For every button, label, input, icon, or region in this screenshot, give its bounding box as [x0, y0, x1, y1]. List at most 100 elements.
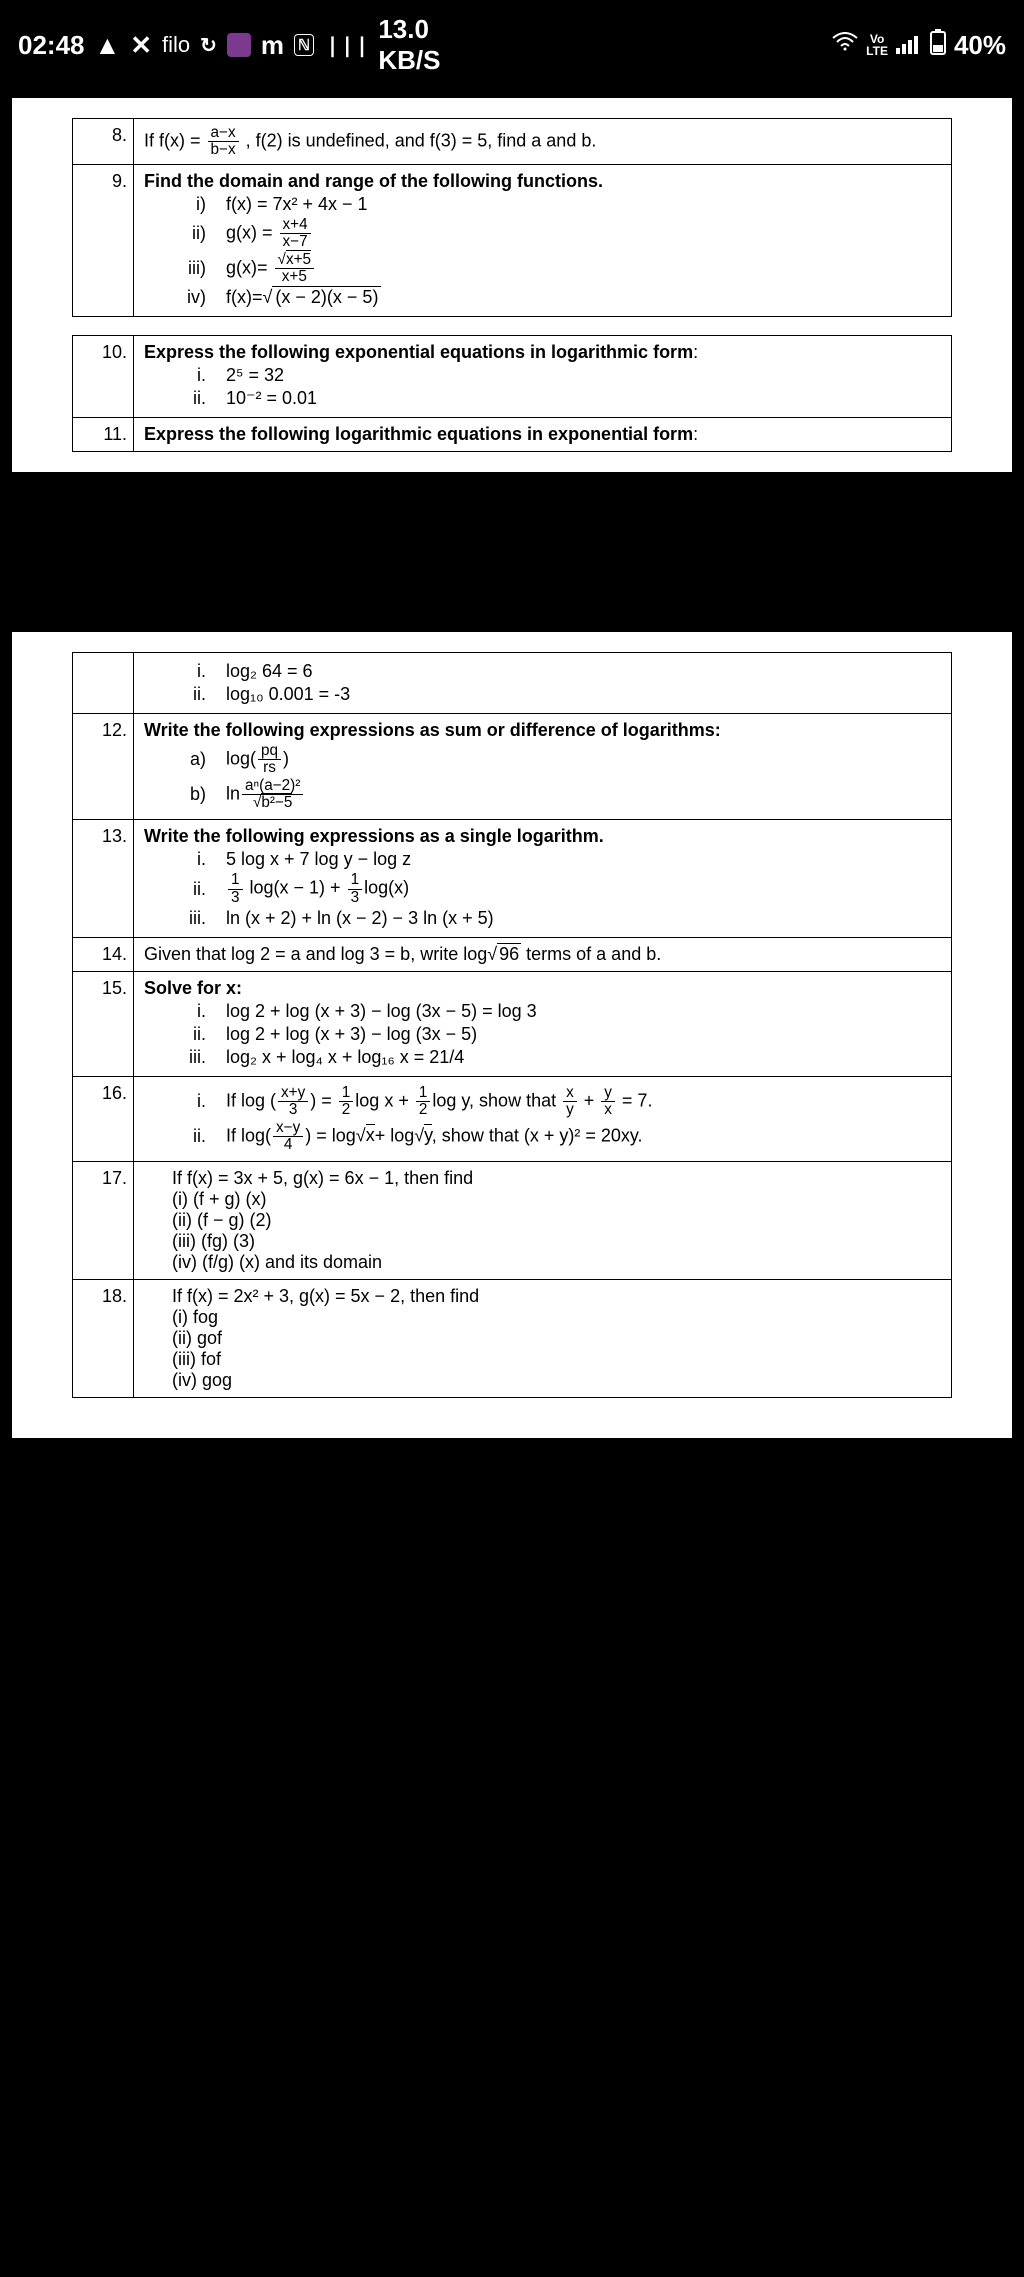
- q10-number: 10.: [73, 336, 134, 418]
- q18-l3: (ii) gof: [172, 1328, 941, 1349]
- worksheet-table-1: 8. If f(x) = a−x b−x , f(2) is undefined…: [72, 118, 952, 317]
- q16-i-end: = 7.: [617, 1090, 653, 1110]
- warning-icon: ▲: [95, 30, 121, 61]
- q16-ii-f1n: x−y: [273, 1120, 303, 1137]
- q9-iii-den: x+5: [275, 269, 315, 285]
- question-15-row: 15. Solve for x: i.log 2 + log (x + 3) −…: [73, 971, 952, 1076]
- q13-number: 13.: [73, 820, 134, 937]
- q18-content: If f(x) = 2x² + 3, g(x) = 5x − 2, then f…: [134, 1279, 952, 1397]
- q13-ii-f2n: 1: [348, 872, 363, 889]
- q17-line1: If f(x) = 3x + 5, g(x) = 6x − 1, then fi…: [172, 1168, 941, 1189]
- net-speed-unit: KB/S: [378, 45, 440, 76]
- q12-b-expr: lnaⁿ(a−2)²√b²−5: [226, 778, 305, 811]
- question-11-row: 11. Express the following logarithmic eq…: [73, 418, 952, 452]
- q9-iii-num-rad: x+5: [286, 250, 311, 268]
- q9-heading: Find the domain and range of the followi…: [144, 171, 941, 192]
- q11-content: Express the following logarithmic equati…: [134, 418, 952, 452]
- q13-ii-f2d: 3: [348, 890, 363, 906]
- q9-ii-den: x−7: [280, 234, 311, 250]
- m-icon: m: [261, 30, 284, 61]
- q17-l5: (iv) (f/g) (x) and its domain: [172, 1252, 941, 1273]
- question-8-row: 8. If f(x) = a−x b−x , f(2) is undefined…: [73, 119, 952, 165]
- q13-ii-lbl: ii.: [172, 879, 206, 900]
- q12-b-lbl: b): [172, 784, 206, 805]
- q18-l5: (iv) gog: [172, 1370, 941, 1391]
- q18-l2: (i) fog: [172, 1307, 941, 1328]
- q12-b-den: √b²−5: [242, 795, 303, 811]
- q11-i: i.log₂ 64 = 6: [172, 661, 941, 682]
- q11-ii-expr: log₁₀ 0.001 = -3: [226, 684, 350, 705]
- app-icon: [227, 33, 251, 57]
- q11-ii: ii. log₁₀ 0.001 = -3: [172, 684, 941, 705]
- q14-post: terms of a and b.: [521, 944, 661, 964]
- q16-i-lbl: i.: [172, 1091, 206, 1112]
- q16-number: 16.: [73, 1076, 134, 1161]
- q12-b: b) lnaⁿ(a−2)²√b²−5: [172, 778, 941, 811]
- q11-heading: Express the following logarithmic equati…: [144, 424, 941, 445]
- q16-ii-rad2: y: [424, 1124, 432, 1145]
- worksheet-table-3: i.log₂ 64 = 6 ii.log₁₀ 0.001 = -3 12. Wr…: [72, 652, 952, 1397]
- q16-i-f2d: 2: [339, 1102, 354, 1118]
- q12-a-post: ): [283, 749, 289, 769]
- q15-i-lbl: i.: [172, 1001, 206, 1022]
- q15-heading: Solve for x:: [144, 978, 941, 999]
- q16-i-f5n: y: [601, 1085, 615, 1102]
- q8-content: If f(x) = a−x b−x , f(2) is undefined, a…: [134, 119, 952, 165]
- n-icon: ℕ: [294, 34, 314, 56]
- question-18-row: 18. If f(x) = 2x² + 3, g(x) = 5x − 2, th…: [73, 1279, 952, 1397]
- q17-l4: (iii) (fg) (3): [172, 1231, 941, 1252]
- q11-ii-lbl: ii.: [172, 684, 206, 705]
- q8-frac-den: b−x: [208, 142, 239, 158]
- q16-content: i. If log (x+y3) = 12log x + 12log y, sh…: [134, 1076, 952, 1161]
- q9-ii-expr: g(x) = x+4x−7: [226, 217, 313, 250]
- q13-i-expr: 5 log x + 7 log y − log z: [226, 849, 411, 870]
- q8-number: 8.: [73, 119, 134, 165]
- q13-i: i.5 log x + 7 log y − log z: [172, 849, 941, 870]
- q9-ii-num: x+4: [280, 217, 311, 234]
- q15-iii: iii.log₂ x + log₄ x + log₁₆ x = 21/4: [172, 1047, 941, 1068]
- q18-line1: If f(x) = 2x² + 3, g(x) = 5x − 2, then f…: [172, 1286, 941, 1307]
- q16-ii: ii. If log(x−y4) = log√x+ log√y, show th…: [172, 1120, 941, 1153]
- q16-i-plus: +: [579, 1090, 600, 1110]
- q14-content: Given that log 2 = a and log 3 = b, writ…: [134, 937, 952, 971]
- q16-ii-mid1: ) = log: [305, 1125, 356, 1145]
- q12-b-pre: ln: [226, 784, 240, 804]
- q12-heading: Write the following expressions as sum o…: [144, 720, 941, 741]
- net-speed: 13.0 KB/S: [378, 14, 440, 76]
- q10-i: i.2⁵ = 32: [172, 365, 941, 386]
- q9-ii-pre: g(x) =: [226, 222, 278, 242]
- q16-ii-mid2: + log: [375, 1125, 415, 1145]
- q12-a: a) log(pqrs): [172, 743, 941, 776]
- q13-heading: Write the following expressions as a sin…: [144, 826, 941, 847]
- q16-ii-pre: If log(: [226, 1125, 271, 1145]
- q10-i-lbl: i.: [172, 365, 206, 386]
- q10-ii-lbl: ii.: [172, 388, 206, 409]
- q8-text-pre: If f(x) =: [144, 130, 206, 150]
- q11-i-lbl: i.: [172, 661, 206, 682]
- q15-content: Solve for x: i. log 2 + log (x + 3) − log…: [134, 971, 952, 1076]
- q13-iii-expr: ln (x + 2) + ln (x − 2) − 3 ln (x + 5): [226, 908, 494, 929]
- question-14-row: 14. Given that log 2 = a and log 3 = b, …: [73, 937, 952, 971]
- signal-icon: [896, 30, 922, 61]
- q17-l2: (i) (f + g) (x): [172, 1189, 941, 1210]
- q9-i-lbl: i): [172, 194, 206, 215]
- status-left: 02:48 ▲ ✕ filo ↻ m ℕ ❘❘❘ 13.0 KB/S: [18, 14, 440, 76]
- q16-ii-lbl: ii.: [172, 1126, 206, 1147]
- q10-content: Express the following exponential equati…: [134, 336, 952, 418]
- network-lte: LTE: [866, 45, 888, 57]
- q8-text-post: , f(2) is undefined, and f(3) = 5, find …: [246, 130, 597, 150]
- battery-pct: 40%: [954, 30, 1006, 61]
- q9-iii-expr: g(x)= √x+5x+5: [226, 252, 316, 285]
- q10-heading: Express the following exponential equati…: [144, 342, 941, 363]
- x-icon: ✕: [130, 30, 152, 61]
- q9-content: Find the domain and range of the followi…: [134, 165, 952, 317]
- q16-i: i. If log (x+y3) = 12log x + 12log y, sh…: [172, 1085, 941, 1118]
- q12-b-den-rad: b²−5: [261, 793, 292, 811]
- q9-iv-expr: f(x)=√(x − 2)(x − 5): [226, 287, 381, 308]
- q9-i: i) f(x) = 7x² + 4x − 1: [172, 194, 941, 215]
- q13-ii-f1d: 3: [228, 890, 243, 906]
- q13-iii-lbl: iii.: [172, 908, 206, 929]
- q12-content: Write the following expressions as sum o…: [134, 714, 952, 820]
- q16-ii-rad1: x: [366, 1124, 375, 1145]
- q15-i-expr: log 2 + log (x + 3) − log (3x − 5) = log…: [226, 1001, 537, 1022]
